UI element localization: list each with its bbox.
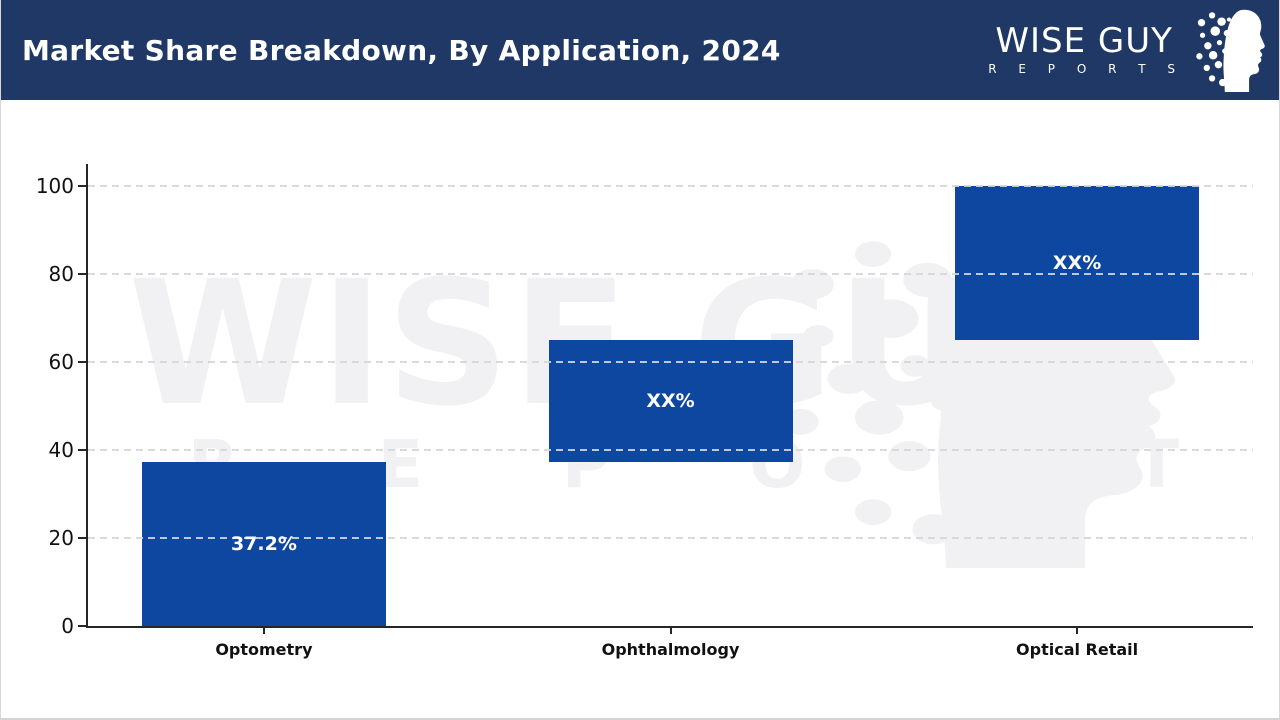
- x-category-label: Ophthalmology: [601, 640, 740, 659]
- x-tick-mark: [1076, 628, 1079, 634]
- bar-value-label: XX%: [1052, 252, 1102, 274]
- header: Market Share Breakdown, By Application, …: [0, 0, 1280, 100]
- x-tick-mark: [669, 628, 672, 634]
- y-tick-mark: [78, 273, 86, 275]
- gridline: [88, 273, 1253, 275]
- y-tick-label: 20: [48, 526, 74, 550]
- y-tick-mark: [78, 449, 86, 451]
- bar-optometry: [141, 462, 386, 626]
- gridline: [88, 537, 1253, 539]
- logo-tagline: R E P O R T S: [988, 62, 1184, 76]
- y-tick-label: 0: [61, 614, 74, 638]
- x-tick-mark: [262, 628, 265, 634]
- y-axis-line: [86, 164, 88, 628]
- logo-face-icon: [1196, 9, 1265, 92]
- page-title: Market Share Breakdown, By Application, …: [22, 33, 781, 67]
- y-tick-mark: [78, 361, 86, 363]
- x-axis-line: [86, 626, 1253, 628]
- logo-name: WISE GUY: [995, 21, 1173, 61]
- y-tick-mark: [78, 537, 86, 539]
- gridline: [88, 185, 1253, 187]
- gridline: [88, 361, 1253, 363]
- y-tick-label: 40: [48, 438, 74, 462]
- x-category-label: Optical Retail: [1016, 640, 1139, 659]
- logo-text: WISE GUY R E P O R T S: [984, 24, 1184, 76]
- bar-ophthalmology: [548, 340, 793, 463]
- gridline: [88, 449, 1253, 451]
- x-category-label: Optometry: [215, 640, 313, 659]
- y-tick-label: 100: [35, 174, 74, 198]
- bar-value-label: XX%: [646, 390, 695, 413]
- y-tick-mark: [78, 625, 86, 627]
- wiseguy-logo: WISE GUY R E P O R T S: [984, 8, 1266, 92]
- y-tick-label: 60: [48, 350, 74, 374]
- y-tick-mark: [78, 185, 86, 187]
- bar-value-label: 37.2%: [230, 533, 297, 556]
- y-tick-label: 80: [48, 262, 74, 286]
